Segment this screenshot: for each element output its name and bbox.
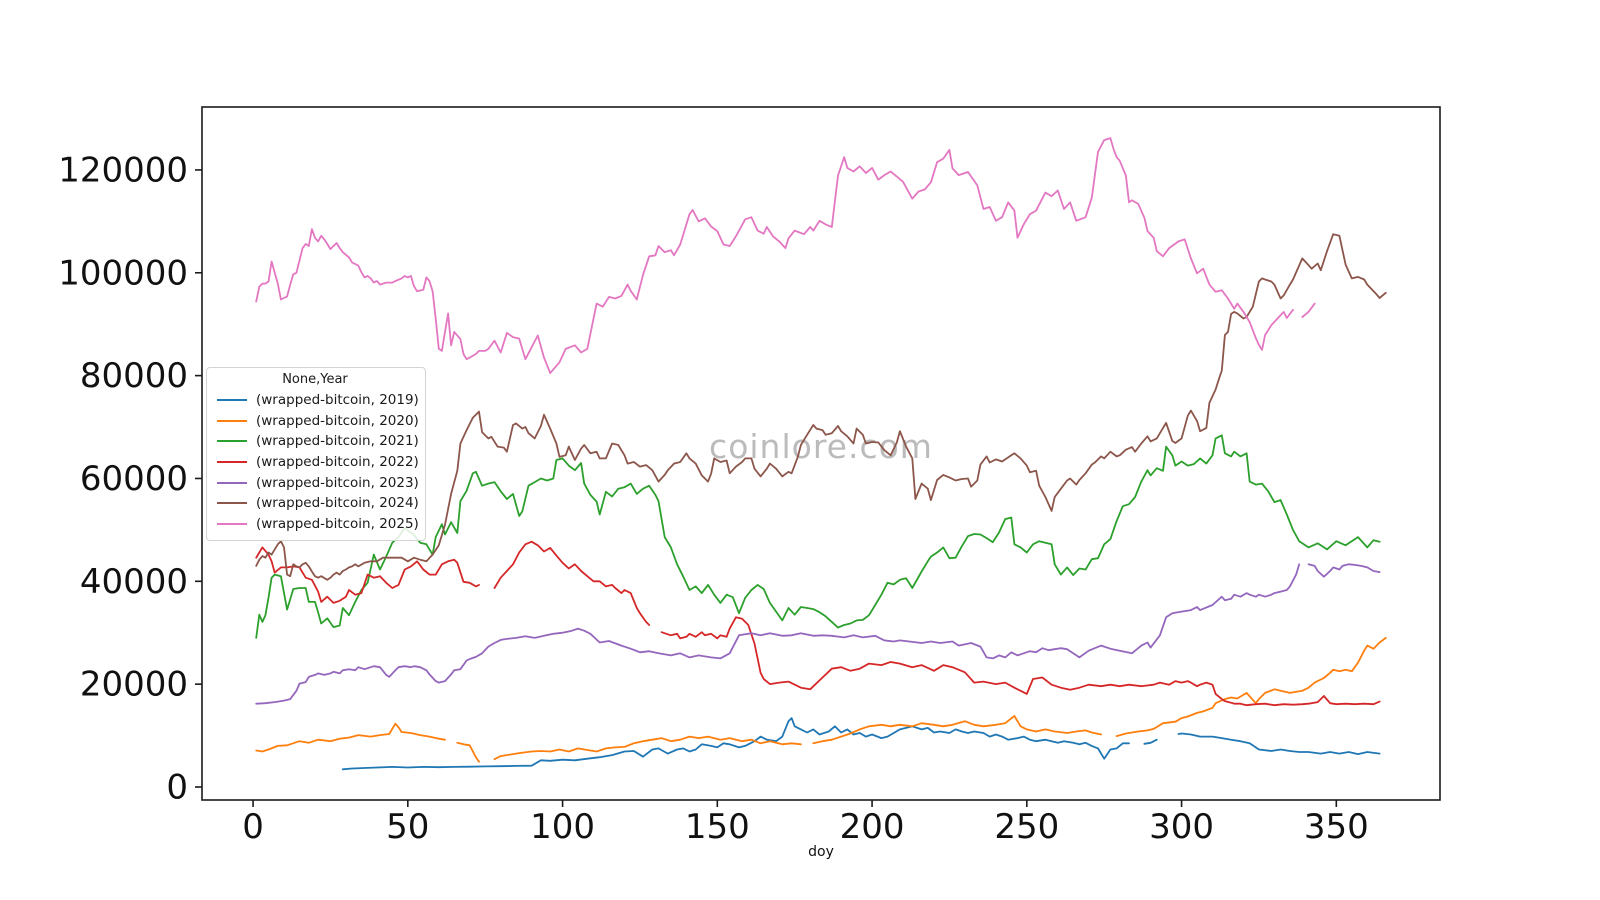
series-line-2019 — [341, 717, 1381, 771]
legend-title: None,Year — [282, 372, 348, 387]
chart-legend: None,Year (wrapped-bitcoin, 2019) (wrappe… — [206, 367, 426, 542]
legend-label-2021: (wrapped-bitcoin, 2021) — [256, 433, 419, 450]
legend-swatch-2025 — [217, 522, 247, 525]
y-tick-label-0: 0 — [166, 768, 188, 808]
x-axis-label: doy — [808, 844, 834, 860]
legend-swatch-2020 — [217, 419, 247, 422]
legend-label-2024: (wrapped-bitcoin, 2024) — [256, 495, 419, 512]
x-tick-label-0: 0 — [242, 807, 264, 847]
legend-item-2022: (wrapped-bitcoin, 2022) — [213, 452, 419, 473]
y-tick-label-120000: 120000 — [58, 150, 188, 190]
legend-swatch-2019 — [217, 399, 247, 402]
x-tick-label-250: 250 — [994, 807, 1059, 847]
legend-swatch-2022 — [217, 461, 247, 464]
legend-label-2025: (wrapped-bitcoin, 2025) — [256, 515, 419, 532]
legend-swatch-2023 — [217, 481, 247, 484]
x-tick-label-350: 350 — [1304, 807, 1369, 847]
y-tick-label-40000: 40000 — [80, 562, 188, 602]
legend-item-2024: (wrapped-bitcoin, 2024) — [213, 493, 419, 514]
y-tick-label-20000: 20000 — [80, 665, 188, 705]
legend-item-2025: (wrapped-bitcoin, 2025) — [213, 514, 419, 535]
legend-label-2022: (wrapped-bitcoin, 2022) — [256, 454, 419, 471]
legend-item-2021: (wrapped-bitcoin, 2021) — [213, 431, 419, 452]
legend-item-2023: (wrapped-bitcoin, 2023) — [213, 472, 419, 493]
x-tick-label-100: 100 — [530, 807, 595, 847]
legend-label-2020: (wrapped-bitcoin, 2020) — [256, 412, 419, 429]
x-tick-label-300: 300 — [1149, 807, 1214, 847]
series-line-2022 — [255, 540, 1381, 707]
legend-item-2019: (wrapped-bitcoin, 2019) — [213, 390, 419, 411]
y-tick-label-60000: 60000 — [80, 459, 188, 499]
series-line-2023 — [255, 563, 1381, 705]
legend-label-2019: (wrapped-bitcoin, 2019) — [256, 392, 419, 409]
plot-border — [201, 106, 1441, 801]
series-line-2024 — [255, 233, 1387, 581]
y-tick-label-80000: 80000 — [80, 356, 188, 396]
legend-items: (wrapped-bitcoin, 2019) (wrapped-bitcoin,… — [213, 390, 419, 535]
y-tick-label-100000: 100000 — [58, 253, 188, 293]
legend-swatch-2021 — [217, 440, 247, 443]
x-tick-label-200: 200 — [840, 807, 905, 847]
x-tick-label-50: 50 — [386, 807, 429, 847]
legend-label-2023: (wrapped-bitcoin, 2023) — [256, 474, 419, 491]
series-line-2025 — [255, 137, 1316, 374]
legend-item-2020: (wrapped-bitcoin, 2020) — [213, 411, 419, 432]
x-tick-label-150: 150 — [685, 807, 750, 847]
legend-swatch-2024 — [217, 502, 247, 505]
series-line-2020 — [255, 637, 1387, 763]
series-line-2021 — [255, 434, 1381, 639]
